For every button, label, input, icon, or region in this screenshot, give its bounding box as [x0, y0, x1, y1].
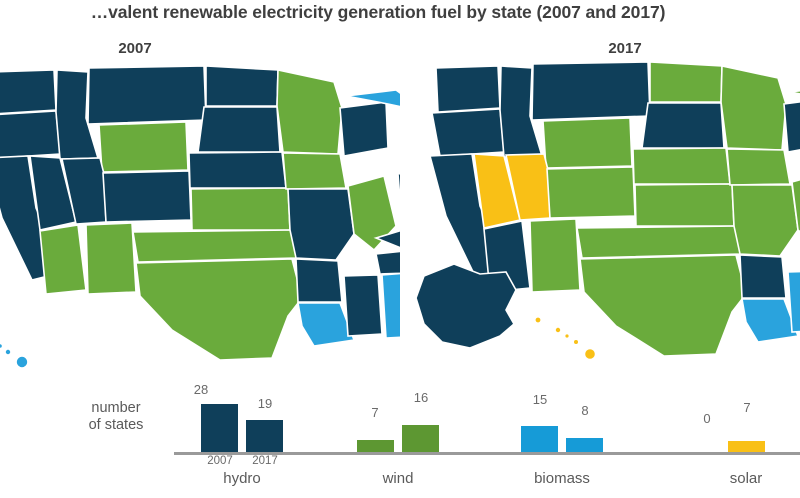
state-NE — [188, 151, 287, 189]
map-year-label-2007: 2007 — [118, 40, 152, 57]
bar-value-hydro-2007: 28 — [193, 382, 209, 397]
bar-value-solar-2017: 7 — [743, 400, 751, 415]
y-axis-title-line2: of states — [88, 417, 144, 433]
state-MS — [787, 270, 800, 333]
state-ND — [649, 61, 723, 103]
state-NE — [632, 147, 731, 185]
state-MO — [287, 188, 355, 261]
state-OR — [431, 108, 505, 157]
state-TX — [135, 258, 303, 361]
state-MT — [531, 61, 651, 121]
state-IA — [726, 148, 791, 186]
bar-biomass-2017[interactable] — [566, 438, 603, 452]
state-IN — [397, 172, 400, 211]
bar-value-wind-2017: 16 — [413, 390, 429, 405]
state-AK — [415, 263, 517, 349]
bar-hydro-2007[interactable] — [201, 404, 238, 452]
map-year-label-2017: 2017 — [608, 40, 642, 57]
state-KY — [373, 229, 400, 249]
state-AR — [295, 258, 343, 303]
state-TX — [579, 254, 747, 357]
state-LA — [741, 298, 800, 343]
bar-biomass-2007[interactable] — [521, 426, 558, 452]
state-LA — [297, 302, 356, 347]
state-WA — [0, 69, 57, 115]
state-MI-upper — [789, 89, 800, 95]
bar-group-label-hydro: hydro — [223, 470, 261, 487]
x-axis-line — [174, 452, 800, 455]
state-MS — [343, 274, 383, 337]
state-IL — [791, 178, 800, 233]
bar-value-wind-2007: 7 — [371, 405, 379, 420]
y-axis-title-line1: number — [91, 400, 141, 416]
state-WY — [542, 117, 633, 169]
us-map-2007 — [0, 58, 400, 376]
state-HI — [0, 342, 29, 369]
page-title: …valent renewable electricity generation… — [90, 2, 666, 22]
bar-hydro-2017[interactable] — [246, 420, 283, 452]
state-KS — [634, 183, 735, 227]
bar-value-biomass-2017: 8 — [581, 403, 589, 418]
bar-chart: number of states 28 19 2007 2017 hydro 7… — [0, 376, 800, 498]
state-MT — [87, 65, 207, 125]
state-NM — [529, 218, 581, 293]
state-ND — [205, 65, 279, 107]
bar-value-solar-2007: 0 — [703, 411, 711, 426]
state-WY — [98, 121, 189, 173]
state-IA — [282, 152, 347, 190]
state-KS — [190, 187, 291, 231]
state-AR — [739, 254, 787, 299]
state-AZ — [39, 224, 87, 295]
state-WA — [435, 65, 501, 113]
bar-group-label-biomass: biomass — [534, 470, 590, 487]
bar-solar-2017[interactable] — [728, 441, 765, 452]
state-SD — [641, 102, 725, 149]
state-CO — [102, 170, 192, 223]
state-WI — [783, 101, 800, 153]
bar-value-biomass-2007: 15 — [532, 392, 548, 407]
state-HI — [534, 315, 597, 361]
bar-wind-2007[interactable] — [357, 440, 394, 452]
state-MN — [276, 69, 343, 155]
state-WI — [339, 101, 389, 157]
bar-group-label-solar: solar — [729, 470, 763, 487]
state-SD — [197, 106, 281, 153]
y-axis-title: number of states — [62, 400, 170, 434]
state-OK — [132, 229, 297, 263]
us-map-2017 — [410, 58, 800, 376]
state-MI-upper — [345, 89, 400, 108]
state-AL — [381, 272, 400, 339]
bar-tick-hydro-2017: 2017 — [252, 455, 278, 467]
bar-value-hydro-2017: 19 — [257, 396, 273, 411]
bar-tick-hydro-2007: 2007 — [207, 455, 233, 467]
bar-group-label-wind: wind — [382, 470, 414, 487]
state-CO — [546, 166, 636, 219]
bar-wind-2017[interactable] — [402, 425, 439, 452]
state-MO — [731, 184, 799, 257]
state-NM — [85, 222, 137, 295]
state-OR — [0, 110, 61, 159]
state-OK — [576, 225, 741, 259]
state-TN — [375, 250, 400, 275]
state-MN — [720, 65, 787, 151]
